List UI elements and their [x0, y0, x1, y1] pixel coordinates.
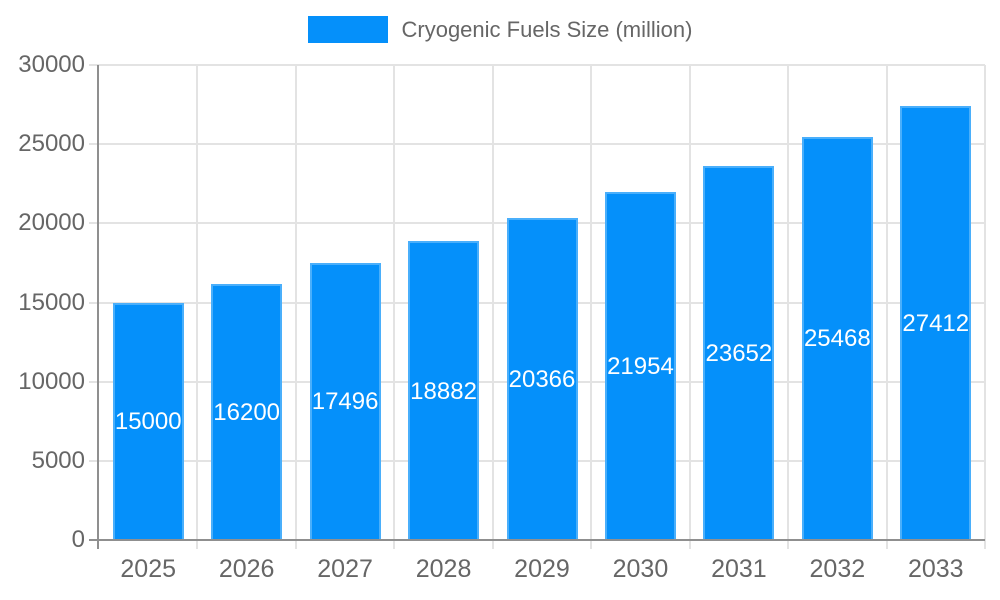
gridline-vertical: [885, 65, 888, 549]
x-tick-label: 2029: [514, 555, 570, 583]
y-tick-label: 10000: [18, 367, 85, 395]
y-tick-label: 5000: [31, 446, 85, 474]
gridline-vertical: [196, 65, 199, 549]
x-axis: 2025 2026 2027 2028 2029 2030 2031 2032 2033: [99, 555, 985, 585]
x-tick-label: 2032: [809, 555, 866, 583]
bar-value-label: 27412: [902, 309, 970, 337]
bar-value-label: 16200: [213, 398, 281, 426]
x-tick-label: 2026: [218, 555, 275, 583]
bar-2029[interactable]: 20366: [506, 217, 578, 540]
bar-2026[interactable]: 16200: [211, 283, 283, 540]
legend-swatch: [307, 16, 388, 43]
gridline-horizontal: [89, 64, 985, 66]
y-tick-label: 25000: [18, 130, 85, 158]
x-tick-label: 2033: [907, 555, 964, 583]
bar-value-label: 15000: [114, 408, 182, 436]
bar-2025[interactable]: 15000: [112, 302, 184, 540]
x-tick-label: 2030: [612, 555, 669, 583]
bar-2031[interactable]: 23652: [703, 165, 775, 540]
y-tick-label: 30000: [18, 51, 85, 78]
bar-value-label: 18882: [410, 377, 477, 405]
y-tick-label: 15000: [18, 288, 85, 316]
plot-area: 15000 16200 17496 18882 20366 21954 23652 25468…: [89, 64, 986, 549]
y-axis: 0 5000 10000 15000 20000 25000 30000: [0, 51, 85, 553]
bar-value-label: 25468: [803, 325, 871, 353]
gridline-vertical: [590, 65, 593, 549]
bar-2027[interactable]: 17496: [309, 262, 381, 540]
legend-label: Cryogenic Fuels Size (million): [401, 17, 693, 42]
x-tick-label: 2031: [711, 555, 767, 583]
y-tick-label: 0: [71, 526, 85, 553]
gridline-vertical: [294, 65, 297, 549]
x-tick-label: 2028: [415, 555, 472, 583]
gridline-vertical: [688, 65, 691, 549]
x-axis-line: [89, 539, 985, 541]
bar-2032[interactable]: 25468: [801, 136, 873, 540]
y-axis-line: [97, 65, 99, 549]
gridline-vertical: [393, 65, 396, 549]
gridline-vertical: [491, 65, 494, 549]
bar-2033[interactable]: 27412: [900, 105, 972, 540]
y-tick-label: 20000: [18, 209, 85, 237]
bar-2030[interactable]: 21954: [604, 192, 676, 540]
bar-2028[interactable]: 18882: [408, 241, 480, 540]
bar-value-label: 17496: [311, 388, 379, 416]
bar-value-label: 20366: [508, 365, 576, 393]
gridline-horizontal: [89, 143, 985, 146]
legend[interactable]: Cryogenic Fuels Size (million): [0, 16, 1000, 43]
x-tick-label: 2025: [120, 555, 177, 583]
bar-value-label: 21954: [607, 353, 674, 381]
bar-value-label: 23652: [705, 339, 773, 367]
x-tick-label: 2027: [317, 555, 373, 583]
gridline-vertical: [787, 65, 790, 549]
gridline-vertical: [984, 65, 986, 549]
